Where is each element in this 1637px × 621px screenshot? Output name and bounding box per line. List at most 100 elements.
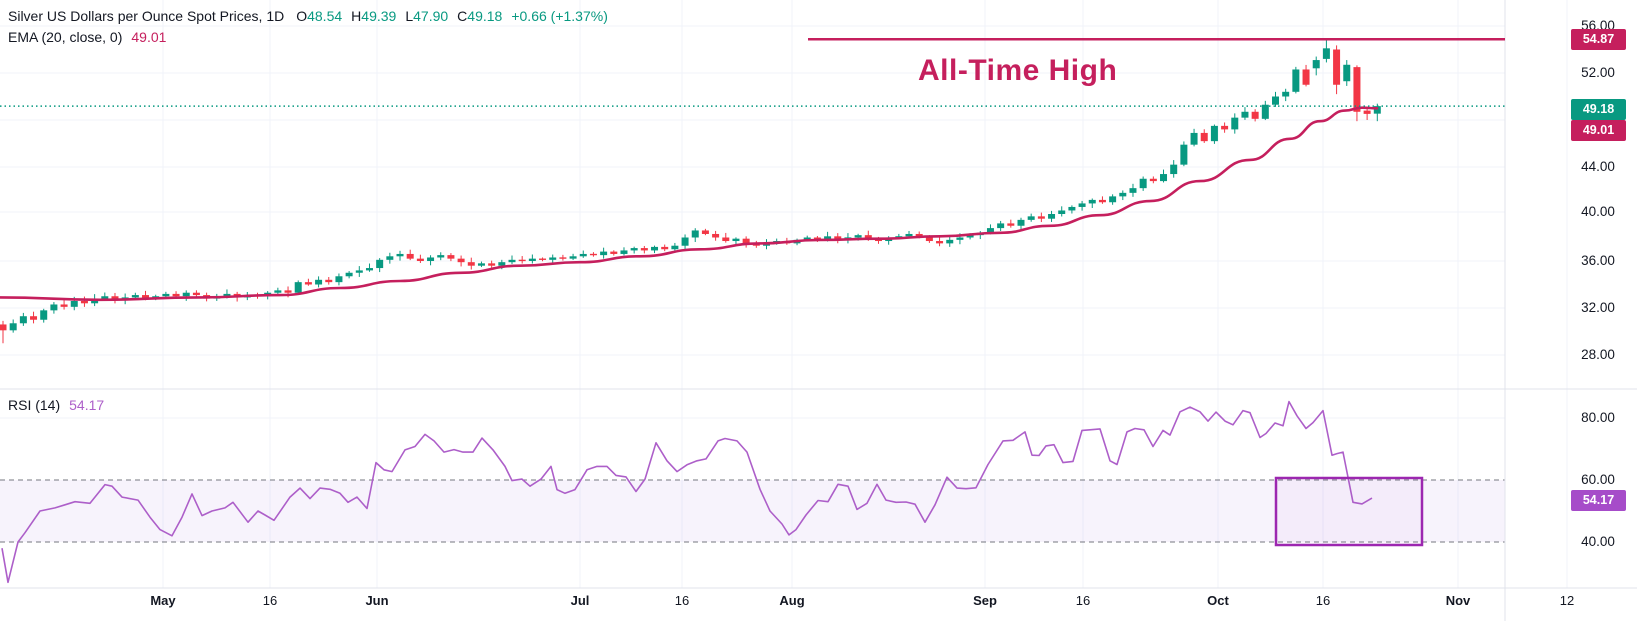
candle[interactable] [365,263,373,272]
candle[interactable] [1353,65,1361,122]
candle[interactable] [1027,213,1035,222]
candle[interactable] [1221,122,1229,133]
candle[interactable] [19,312,27,326]
candle[interactable] [294,280,302,294]
candle[interactable] [1200,129,1208,143]
candle[interactable] [1109,194,1117,205]
candle[interactable] [437,252,445,261]
candle[interactable] [1037,212,1045,223]
candle[interactable] [691,228,699,243]
candle[interactable] [1210,124,1218,144]
candle[interactable] [1231,113,1239,134]
candle[interactable] [569,253,577,260]
symbol-legend-row[interactable]: Silver US Dollars per Ounce Spot Prices,… [8,6,608,27]
candle[interactable] [1088,198,1096,208]
candle[interactable] [661,244,669,252]
candle[interactable] [620,247,628,256]
candle[interactable] [467,257,475,270]
candle[interactable] [712,230,720,241]
candle[interactable] [936,236,944,247]
candle[interactable] [111,292,119,304]
candle[interactable] [1343,60,1351,86]
candle[interactable] [518,256,526,264]
ema-legend-row[interactable]: EMA (20, close, 0) 49.01 [8,27,608,48]
candle[interactable] [1139,176,1147,191]
candle[interactable] [1007,219,1015,228]
candle[interactable] [40,308,48,323]
candle[interactable] [589,252,597,257]
candle[interactable] [528,254,536,264]
candle[interactable] [1098,196,1106,204]
candle[interactable] [539,257,547,262]
candle[interactable] [304,278,312,286]
candle[interactable] [701,228,709,236]
candle[interactable] [274,287,282,294]
candle[interactable] [834,233,842,244]
rsi-line[interactable] [1,400,1373,584]
candle[interactable] [182,290,190,301]
candle[interactable] [1048,210,1056,222]
candle[interactable] [1078,200,1086,211]
candle[interactable] [477,261,485,268]
candle[interactable] [1017,217,1025,231]
candle[interactable] [1322,39,1330,63]
candle[interactable] [50,302,58,314]
candle[interactable] [386,252,394,264]
candle[interactable] [997,220,1005,232]
candle[interactable] [406,249,414,261]
candle[interactable] [1241,107,1249,120]
all-time-high-label[interactable]: All-Time High [918,54,1118,87]
candle[interactable] [610,250,618,256]
candle[interactable] [722,232,730,243]
candle[interactable] [549,254,557,263]
candle[interactable] [1190,128,1198,147]
candle[interactable] [508,255,516,265]
candle[interactable] [325,276,333,285]
candle[interactable] [742,236,750,248]
candle[interactable] [131,292,139,299]
candle[interactable] [1160,169,1168,183]
candle[interactable] [579,250,587,258]
candle[interactable] [0,320,7,344]
candle[interactable] [1180,141,1188,167]
candle[interactable] [600,247,608,259]
candle[interactable] [376,258,384,273]
candle[interactable] [681,234,689,250]
candle[interactable] [427,255,435,266]
candle[interactable] [80,296,88,307]
candle[interactable] [1261,100,1269,121]
candle[interactable] [60,300,68,310]
candle[interactable] [1251,109,1259,122]
candle[interactable] [671,242,679,252]
candle[interactable] [1170,160,1178,178]
main-legend[interactable]: Silver US Dollars per Ounce Spot Prices,… [8,6,608,48]
candle[interactable] [9,319,17,333]
candle[interactable] [457,255,465,267]
candle[interactable] [1272,91,1279,107]
rsi-legend-row[interactable]: RSI (14) 54.17 [8,395,104,416]
candle[interactable] [651,245,659,254]
candle[interactable] [1282,88,1290,102]
ema-line[interactable] [0,106,1379,302]
candle[interactable] [335,273,343,286]
candle[interactable] [640,245,648,254]
candle[interactable] [315,276,323,288]
candle[interactable] [345,271,353,279]
candle[interactable] [630,246,638,254]
candle[interactable] [355,266,363,277]
candle[interactable] [416,254,424,264]
candle[interactable] [1312,56,1320,76]
candle[interactable] [396,250,404,261]
candle[interactable] [1149,176,1157,184]
candle[interactable] [1068,205,1076,214]
candle[interactable] [732,237,740,245]
candle[interactable] [1058,206,1066,217]
candle[interactable] [1302,64,1310,87]
candle[interactable] [559,254,567,261]
rsi-rectangle-drawing[interactable] [1274,476,1424,547]
candle[interactable] [1119,190,1127,201]
candle[interactable] [30,311,38,324]
candle[interactable] [1292,66,1300,94]
candle[interactable] [447,253,455,262]
